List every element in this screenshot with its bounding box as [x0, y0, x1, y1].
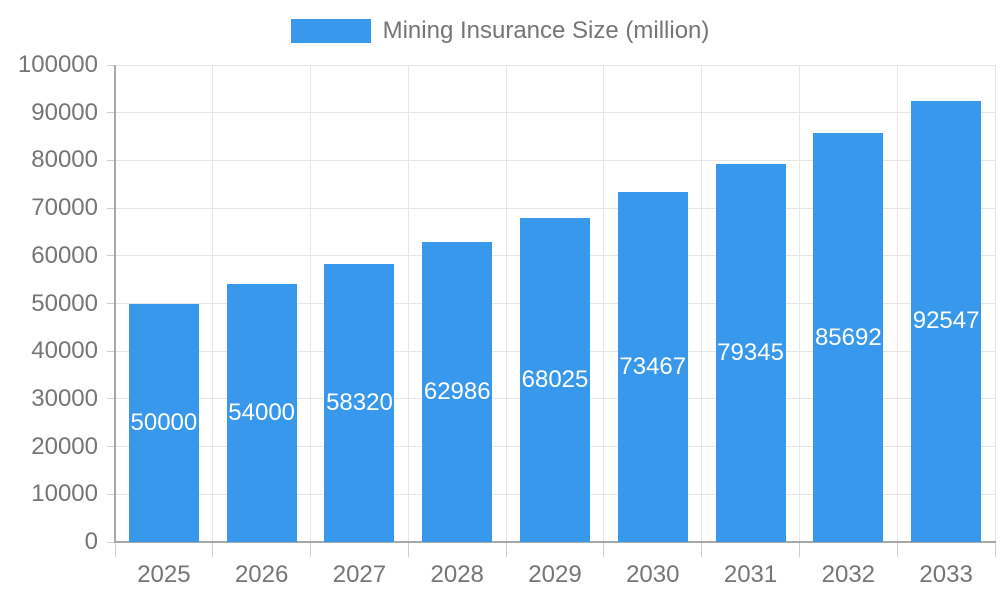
y-tick-label: 30000: [31, 384, 98, 412]
y-tick-label: 0: [84, 528, 98, 555]
y-tick-mark: [107, 398, 115, 400]
bar-value-label: 92547: [912, 307, 980, 335]
bar-value-label: 58320: [326, 388, 393, 416]
y-tick-label: 50000: [31, 289, 98, 317]
legend[interactable]: Mining Insurance Size (million): [0, 19, 1000, 43]
x-gridline: [896, 65, 898, 542]
bar-2026[interactable]: 54000: [226, 284, 297, 542]
y-tick-mark: [107, 159, 115, 161]
y-axis-line: [114, 65, 116, 542]
y-tick-mark: [107, 446, 115, 448]
y-tick-label: 80000: [31, 146, 98, 174]
x-tick-label: 2031: [723, 561, 778, 588]
bar-value-label: 50000: [130, 408, 198, 436]
y-tick-label: 70000: [31, 194, 98, 222]
x-axis-line: [114, 541, 996, 543]
x-tick-label: 2030: [626, 561, 680, 588]
y-tick-label: 20000: [31, 432, 98, 460]
y-tick-mark: [107, 112, 115, 114]
bar-2031[interactable]: 79345: [715, 163, 786, 542]
bar-2029[interactable]: 68025: [520, 217, 590, 542]
x-gridline: [994, 65, 996, 542]
y-tick-mark: [107, 255, 115, 257]
y-tick-label: 10000: [31, 480, 98, 508]
x-tick-label: 2029: [528, 561, 582, 588]
y-tick-mark: [107, 350, 115, 352]
legend-swatch: [290, 19, 371, 43]
y-tick-mark: [107, 493, 115, 495]
bar-value-label: 73467: [619, 352, 687, 380]
bar-2032[interactable]: 85692: [813, 133, 884, 542]
y-tick-label: 40000: [31, 337, 98, 365]
x-gridline: [701, 65, 703, 542]
x-gridline: [798, 65, 800, 542]
x-gridline: [212, 65, 214, 542]
x-tick-mark: [212, 542, 214, 557]
x-tick-mark: [505, 542, 507, 557]
bar-2028[interactable]: 62986: [422, 241, 493, 542]
x-tick-mark: [994, 542, 996, 557]
y-tick-label: 100000: [17, 51, 98, 78]
x-gridline: [603, 65, 605, 542]
x-tick-label: 2026: [234, 561, 289, 588]
x-tick-mark: [603, 542, 605, 557]
y-gridline: [115, 207, 995, 209]
bar-value-label: 85692: [814, 323, 882, 351]
legend-label: Mining Insurance Size (million): [382, 17, 710, 44]
x-tick-label: 2025: [137, 561, 191, 588]
bar-value-label: 79345: [717, 338, 784, 366]
y-gridline: [115, 159, 995, 161]
y-tick-mark: [107, 541, 115, 543]
x-gridline: [407, 65, 409, 542]
x-tick-mark: [798, 542, 800, 557]
bar-2030[interactable]: 73467: [617, 191, 688, 542]
x-tick-mark: [310, 542, 312, 557]
x-gridline: [310, 65, 312, 542]
bar-2027[interactable]: 58320: [324, 263, 395, 542]
x-tick-mark: [114, 542, 116, 557]
y-tick-label: 90000: [31, 98, 98, 126]
x-tick-label: 2027: [332, 561, 387, 588]
y-tick-label: 60000: [31, 241, 98, 269]
y-tick-mark: [107, 303, 115, 304]
y-tick-mark: [107, 64, 115, 66]
bar-2025[interactable]: 50000: [128, 303, 199, 542]
y-gridline: [115, 64, 995, 66]
bar-2033[interactable]: 92547: [911, 100, 982, 542]
x-gridline: [505, 65, 507, 542]
x-tick-label: 2032: [821, 561, 876, 588]
bar-value-label: 68025: [521, 365, 589, 393]
x-tick-label: 2033: [919, 561, 973, 588]
x-tick-label: 2028: [430, 561, 484, 588]
bar-value-label: 62986: [423, 377, 491, 405]
x-tick-mark: [896, 542, 898, 557]
y-tick-mark: [107, 207, 115, 209]
x-tick-mark: [701, 542, 703, 557]
bar-value-label: 54000: [228, 399, 296, 427]
y-gridline: [115, 112, 995, 114]
x-tick-mark: [407, 542, 409, 557]
